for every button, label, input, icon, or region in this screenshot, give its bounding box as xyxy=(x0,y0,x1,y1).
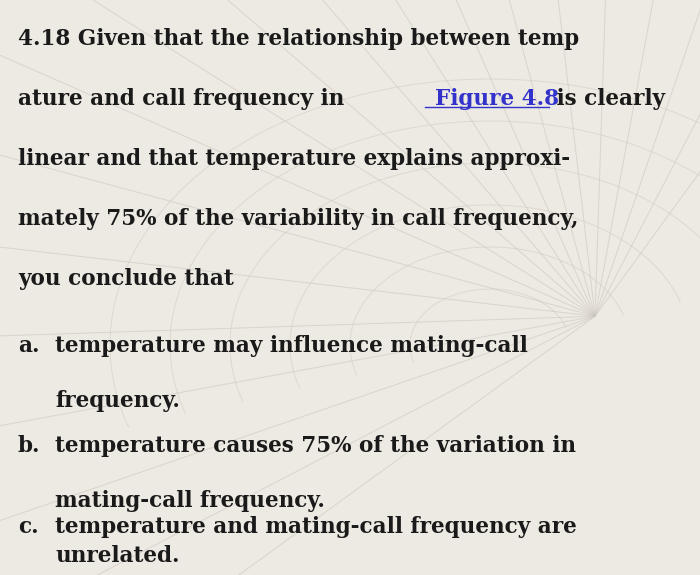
Text: 4.18 Given that the relationship between temp: 4.18 Given that the relationship between… xyxy=(18,28,579,50)
Text: linear and that temperature explains approxi-: linear and that temperature explains app… xyxy=(18,148,570,170)
Text: mately 75% of the variability in call frequency,: mately 75% of the variability in call fr… xyxy=(18,208,578,230)
Text: you conclude that: you conclude that xyxy=(18,268,234,290)
Text: temperature may influence mating-call: temperature may influence mating-call xyxy=(55,335,528,357)
Text: frequency.: frequency. xyxy=(55,390,180,412)
Text: temperature and mating-call frequency are: temperature and mating-call frequency ar… xyxy=(55,516,577,538)
Text: is clearly: is clearly xyxy=(549,88,665,110)
Text: unrelated.: unrelated. xyxy=(55,545,179,567)
Text: temperature causes 75% of the variation in: temperature causes 75% of the variation … xyxy=(55,435,576,457)
Text: mating-call frequency.: mating-call frequency. xyxy=(55,490,325,512)
Text: a.: a. xyxy=(18,335,39,357)
Text: c.: c. xyxy=(18,516,38,538)
Text: ature and call frequency in: ature and call frequency in xyxy=(18,88,351,110)
Text: b.: b. xyxy=(18,435,41,457)
Text: Figure 4.8: Figure 4.8 xyxy=(435,88,559,110)
